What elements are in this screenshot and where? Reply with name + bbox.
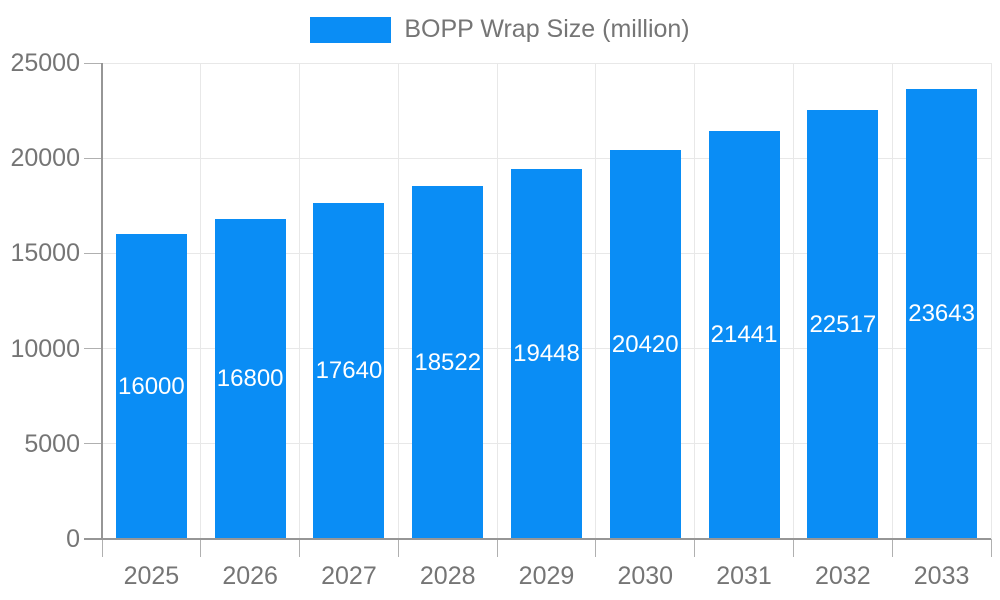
x-axis-label-2025: 2025	[123, 562, 180, 590]
x-axis-tick	[694, 539, 696, 557]
bar-value-label: 23643	[908, 299, 975, 327]
bar-value-label: 18522	[414, 348, 482, 376]
x-axis-label-2032: 2032	[815, 562, 871, 590]
bar-value-label: 20420	[611, 330, 679, 358]
y-axis-tick	[84, 252, 102, 254]
legend-item[interactable]: BOPP Wrap Size (million)	[0, 16, 1000, 43]
bar-2028[interactable]: 18522	[412, 186, 484, 539]
y-axis-line	[101, 63, 103, 539]
x-axis-tick	[891, 539, 893, 557]
legend-label: BOPP Wrap Size (million)	[404, 15, 690, 43]
bar-value-label: 16000	[118, 372, 185, 400]
x-axis-tick	[792, 539, 794, 557]
x-axis-label-2028: 2028	[419, 562, 476, 590]
gridline-x	[200, 63, 202, 539]
y-axis-label: 25000	[10, 49, 80, 77]
bar-value-label: 21441	[710, 320, 778, 348]
y-axis-label: 15000	[10, 239, 80, 268]
x-axis-tick	[595, 539, 597, 557]
x-axis-label-2033: 2033	[913, 562, 970, 590]
gridline-x	[792, 63, 794, 539]
x-axis-tick	[990, 539, 992, 557]
bar-2027[interactable]: 17640	[313, 203, 385, 539]
y-axis-tick	[84, 348, 102, 350]
y-axis-tick	[84, 443, 102, 445]
bar-value-label: 17640	[315, 357, 383, 385]
gridline-x	[990, 63, 992, 539]
y-axis-label: 10000	[10, 334, 80, 363]
x-axis-label-2029: 2029	[518, 562, 575, 590]
gridline-x	[397, 63, 399, 539]
gridline-x	[595, 63, 597, 539]
gridline-y-20000	[102, 157, 991, 159]
bar-2026[interactable]: 16800	[214, 219, 286, 539]
bar-value-label: 19448	[513, 339, 580, 367]
y-axis-label: 5000	[24, 429, 80, 458]
bar-value-label: 22517	[809, 310, 877, 338]
x-axis-label-2026: 2026	[222, 562, 278, 590]
x-axis-tick	[101, 539, 103, 557]
gridline-x	[299, 63, 301, 539]
x-axis-tick	[299, 539, 301, 557]
gridline-x	[496, 63, 498, 539]
x-axis-label-2030: 2030	[617, 562, 674, 590]
x-axis-tick	[397, 539, 399, 557]
bar-value-label: 16800	[216, 365, 284, 393]
x-axis-tick	[496, 539, 498, 557]
bar-2029[interactable]: 19448	[511, 168, 582, 539]
y-axis-label: 0	[66, 525, 80, 553]
bar-2030[interactable]: 20420	[609, 150, 681, 539]
gridline-y-25000	[102, 62, 991, 64]
x-axis-label-2027: 2027	[321, 562, 377, 590]
gridline-x	[891, 63, 893, 539]
y-axis-tick	[84, 62, 102, 64]
y-axis-label: 20000	[10, 144, 80, 173]
legend-marker	[310, 16, 392, 43]
bar-2033[interactable]: 23643	[906, 88, 978, 539]
x-axis-line	[84, 538, 991, 540]
bar-2032[interactable]: 22517	[807, 110, 879, 539]
bar-2025[interactable]: 16000	[115, 234, 187, 539]
x-axis-tick	[200, 539, 202, 557]
bar-2031[interactable]: 21441	[708, 130, 780, 539]
x-axis-label-2031: 2031	[716, 562, 772, 590]
gridline-x	[694, 63, 696, 539]
y-axis-tick	[84, 157, 102, 159]
